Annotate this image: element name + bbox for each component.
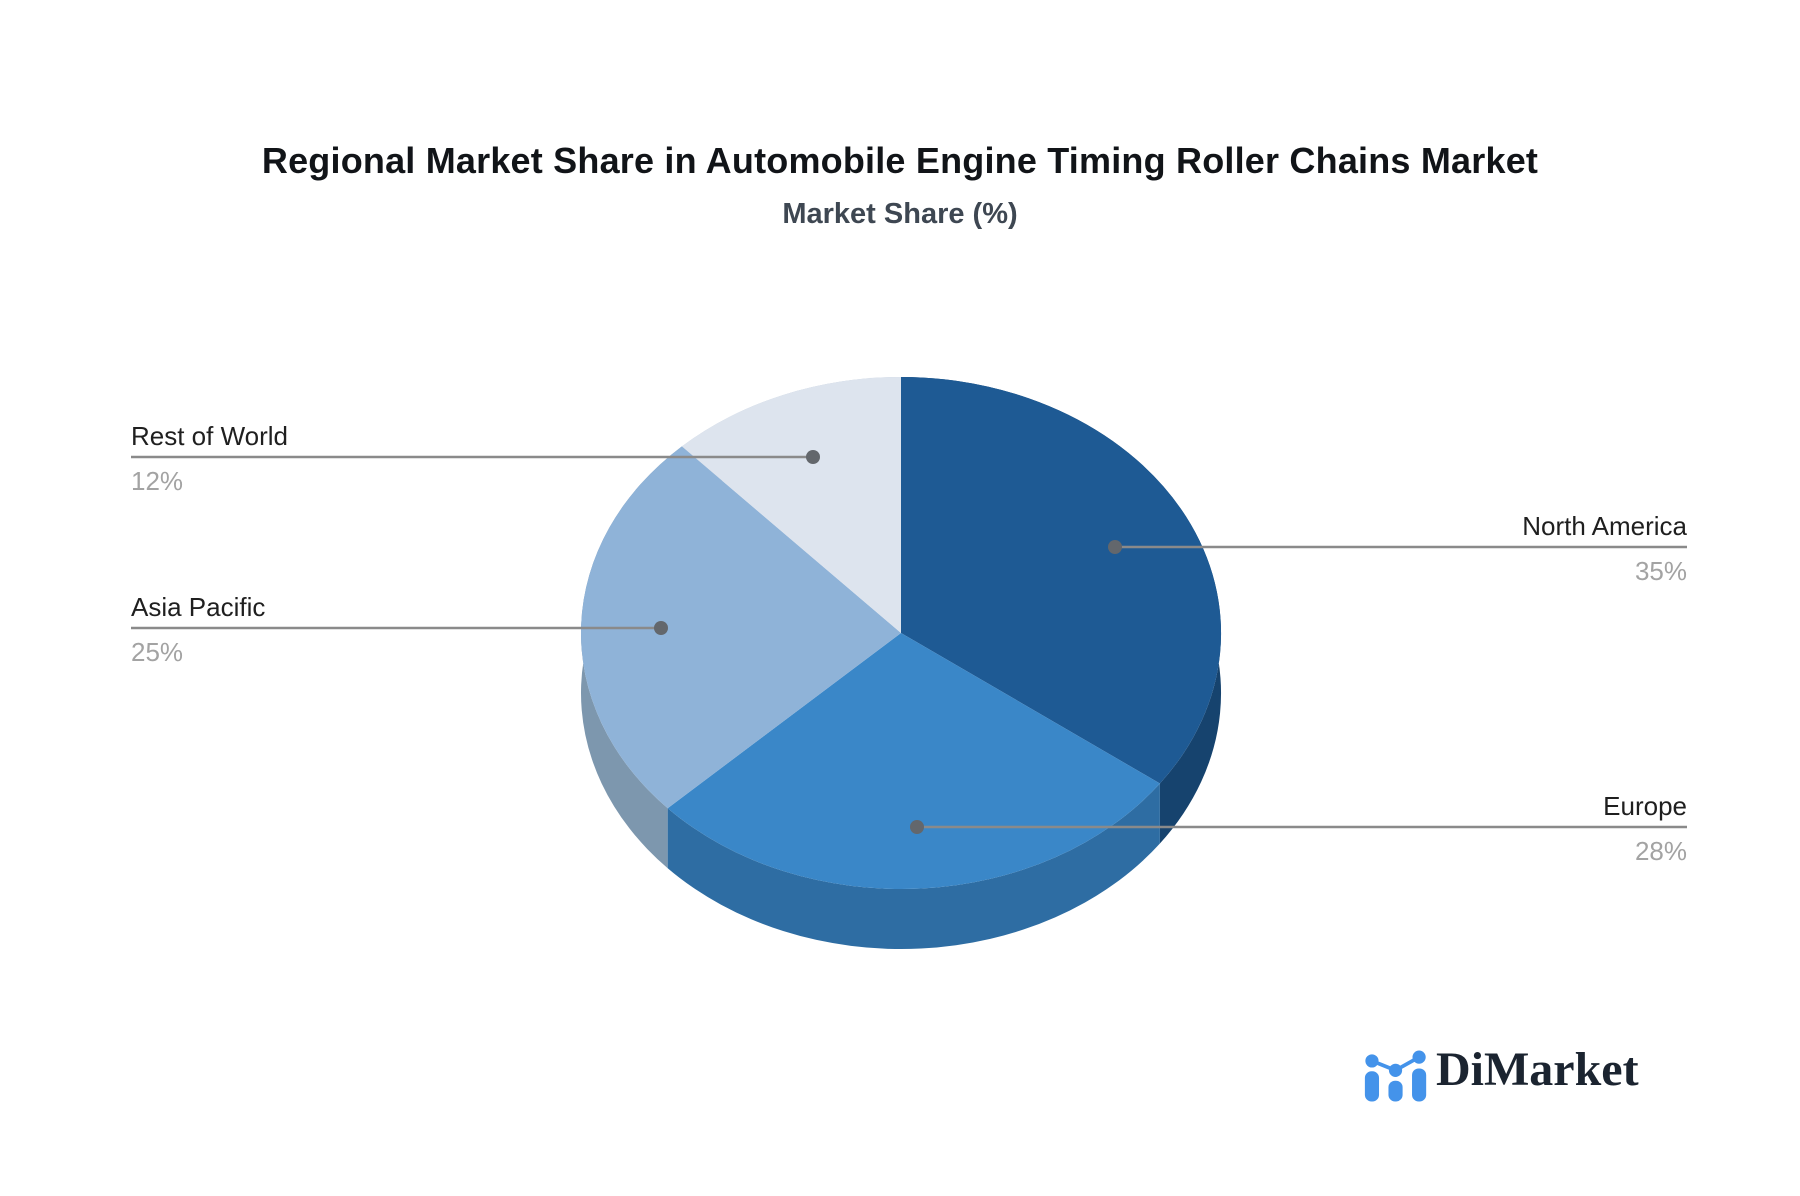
callout-dot-rest-of-world [806, 450, 820, 464]
callout-percent-north-america: 35% [1634, 556, 1687, 586]
callout-dot-asia-pacific [654, 621, 668, 635]
pie-slice-north-america [901, 377, 1222, 784]
pie-slice-asia-pacific [581, 446, 901, 809]
callout-percent-rest-of-world: 12% [131, 466, 184, 496]
chart-title: Regional Market Share in Automobile Engi… [261, 140, 1539, 181]
callout-percent-asia-pacific: 25% [131, 637, 184, 667]
pie-slice-side-europe [667, 783, 1160, 950]
callout-label-north-america: North America [1522, 511, 1687, 541]
callout-dot-north-america [1108, 540, 1122, 554]
pie-slice-rest-of-world [681, 377, 901, 633]
logo-text: DiMarket [1436, 1043, 1639, 1096]
bar-line-chart-icon [1364, 1050, 1427, 1102]
callout-label-rest-of-world: Rest of World [131, 421, 289, 451]
callout-percent-europe: 28% [1634, 836, 1687, 866]
callout-dot-europe [910, 820, 924, 834]
callout-label-europe: Europe [1603, 791, 1687, 821]
pie-slice-europe [667, 633, 1160, 890]
chart-subtitle: Market Share (%) [782, 198, 1018, 230]
dimarket-logo: DiMarket [1363, 1042, 1639, 1104]
callout-label-asia-pacific: Asia Pacific [131, 592, 266, 622]
